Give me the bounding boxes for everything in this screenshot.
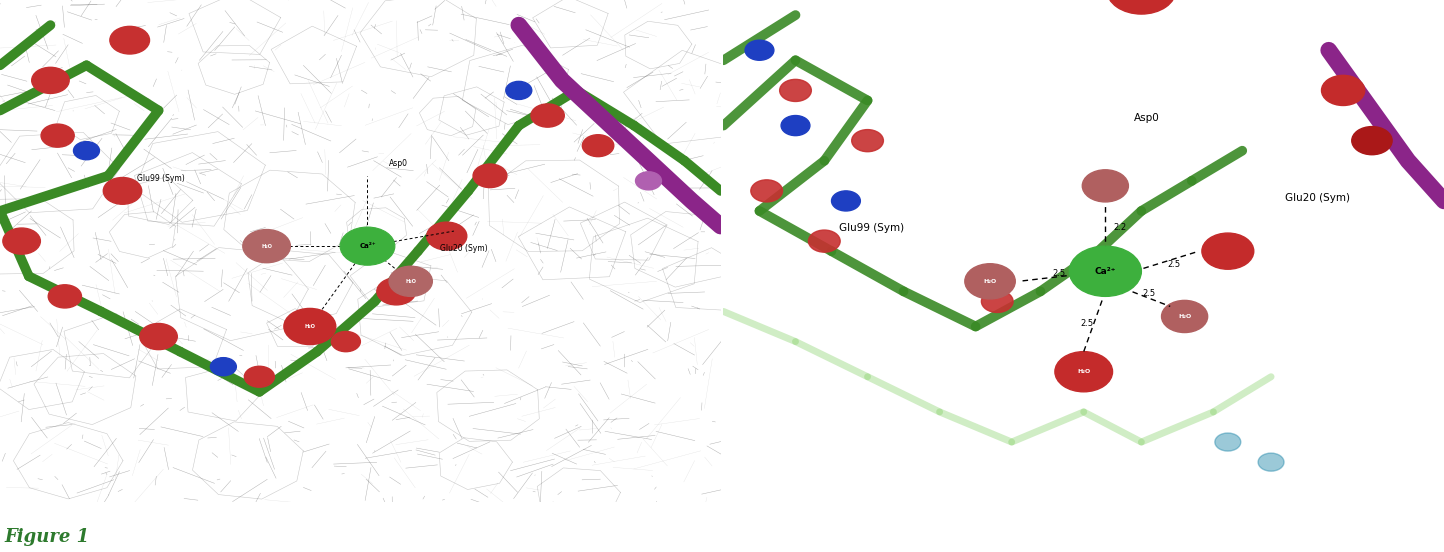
Text: Asp0: Asp0 bbox=[1134, 113, 1160, 123]
Circle shape bbox=[244, 367, 274, 387]
Text: Glu99 (Sym): Glu99 (Sym) bbox=[839, 223, 904, 233]
Text: H₂O: H₂O bbox=[305, 324, 315, 329]
Circle shape bbox=[3, 228, 40, 254]
Circle shape bbox=[40, 124, 74, 147]
Circle shape bbox=[852, 130, 884, 152]
Circle shape bbox=[104, 178, 142, 204]
Circle shape bbox=[781, 115, 810, 136]
Circle shape bbox=[110, 26, 150, 54]
Circle shape bbox=[1056, 352, 1112, 392]
Circle shape bbox=[1083, 170, 1128, 202]
Circle shape bbox=[505, 81, 531, 99]
Circle shape bbox=[1321, 76, 1365, 105]
Circle shape bbox=[1201, 233, 1253, 269]
Text: 2.5: 2.5 bbox=[1142, 289, 1155, 299]
Text: 2.5: 2.5 bbox=[1051, 269, 1066, 278]
Text: Glu20 (Sym): Glu20 (Sym) bbox=[439, 244, 487, 253]
Circle shape bbox=[832, 191, 861, 211]
Text: Glu99 (Sym): Glu99 (Sym) bbox=[137, 174, 185, 183]
Circle shape bbox=[1106, 0, 1175, 14]
Circle shape bbox=[1258, 453, 1284, 471]
Text: 2.2: 2.2 bbox=[1113, 222, 1126, 231]
Text: H₂O: H₂O bbox=[983, 279, 996, 284]
Circle shape bbox=[1161, 300, 1207, 332]
Circle shape bbox=[341, 227, 394, 265]
Text: H₂O: H₂O bbox=[406, 279, 416, 284]
Circle shape bbox=[531, 104, 565, 127]
Circle shape bbox=[243, 230, 290, 263]
Text: Glu20 (Sym): Glu20 (Sym) bbox=[1285, 193, 1350, 203]
Circle shape bbox=[331, 331, 361, 352]
Text: H₂O: H₂O bbox=[1077, 369, 1090, 374]
Circle shape bbox=[140, 323, 178, 349]
Circle shape bbox=[635, 172, 661, 190]
Circle shape bbox=[388, 266, 432, 296]
Circle shape bbox=[982, 290, 1014, 312]
Circle shape bbox=[751, 180, 783, 202]
Circle shape bbox=[74, 142, 100, 160]
Circle shape bbox=[965, 264, 1015, 299]
Circle shape bbox=[809, 230, 840, 252]
Text: H₂O: H₂O bbox=[1178, 314, 1191, 319]
Circle shape bbox=[582, 135, 614, 157]
Text: Ca²⁺: Ca²⁺ bbox=[1095, 267, 1116, 276]
Circle shape bbox=[745, 40, 774, 60]
Circle shape bbox=[1070, 246, 1141, 296]
Circle shape bbox=[474, 164, 507, 188]
Text: 2.5: 2.5 bbox=[1167, 260, 1180, 269]
Circle shape bbox=[780, 79, 812, 102]
Circle shape bbox=[1214, 433, 1240, 451]
Circle shape bbox=[426, 222, 466, 250]
Circle shape bbox=[377, 278, 416, 305]
Text: Figure 1: Figure 1 bbox=[4, 528, 90, 546]
Text: Ca²⁺: Ca²⁺ bbox=[360, 243, 375, 249]
Text: H₂O: H₂O bbox=[261, 243, 271, 248]
Circle shape bbox=[211, 358, 237, 376]
Circle shape bbox=[32, 67, 69, 93]
Circle shape bbox=[1352, 126, 1392, 155]
Text: Asp0: Asp0 bbox=[388, 159, 409, 168]
Circle shape bbox=[284, 309, 336, 344]
Circle shape bbox=[48, 285, 81, 308]
Text: 2.5: 2.5 bbox=[1080, 320, 1095, 328]
